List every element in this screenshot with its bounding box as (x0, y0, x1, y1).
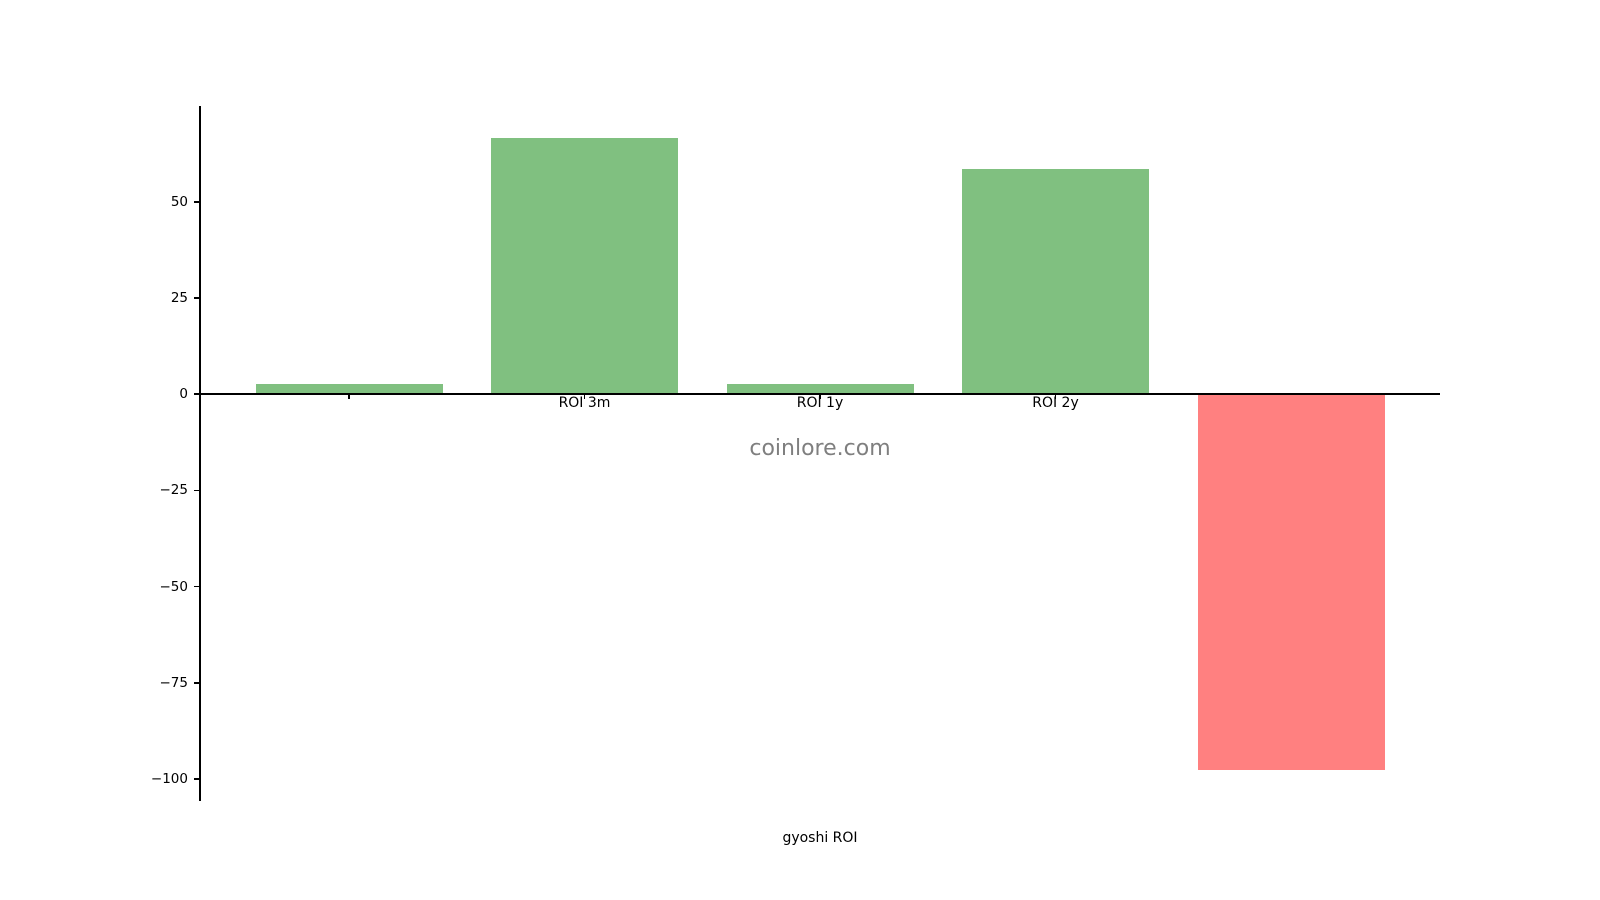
y-axis-line (199, 106, 201, 801)
y-tick-label: −75 (159, 674, 189, 691)
y-axis-tick (194, 489, 200, 492)
y-tick-label: 25 (170, 290, 188, 307)
bar-unlabeled-4 (1197, 394, 1385, 771)
y-axis-tick (194, 201, 200, 203)
x-axis-tick (1054, 394, 1057, 400)
y-axis-tick (194, 682, 200, 684)
y-axis-tick (194, 585, 200, 588)
y-tick-label: −50 (159, 578, 189, 595)
bar-roi-2y (962, 168, 1149, 395)
x-axis-tick (348, 394, 350, 400)
y-tick-label: 0 (179, 386, 188, 403)
coinlore-watermark: coinlore.com (749, 436, 891, 461)
bar-roi-1y (726, 384, 914, 395)
x-tick-label: ROI 2y (1032, 394, 1079, 411)
x-axis-tick (583, 394, 586, 400)
y-axis-tick (194, 393, 200, 395)
y-tick-label: 50 (170, 193, 188, 210)
bar-roi-3m (491, 137, 678, 395)
x-axis-line (199, 393, 1440, 395)
y-axis-tick (194, 297, 200, 299)
y-axis-tick (194, 778, 200, 780)
x-tick-label: ROI 3m (558, 394, 611, 411)
x-axis-title: gyoshi ROI (782, 830, 858, 846)
y-tick-label: −25 (159, 482, 189, 499)
x-axis-tick (819, 394, 821, 400)
x-tick-label: ROI 1y (796, 394, 844, 411)
y-tick-label: −100 (150, 771, 188, 788)
bar-unlabeled-0 (255, 384, 443, 395)
